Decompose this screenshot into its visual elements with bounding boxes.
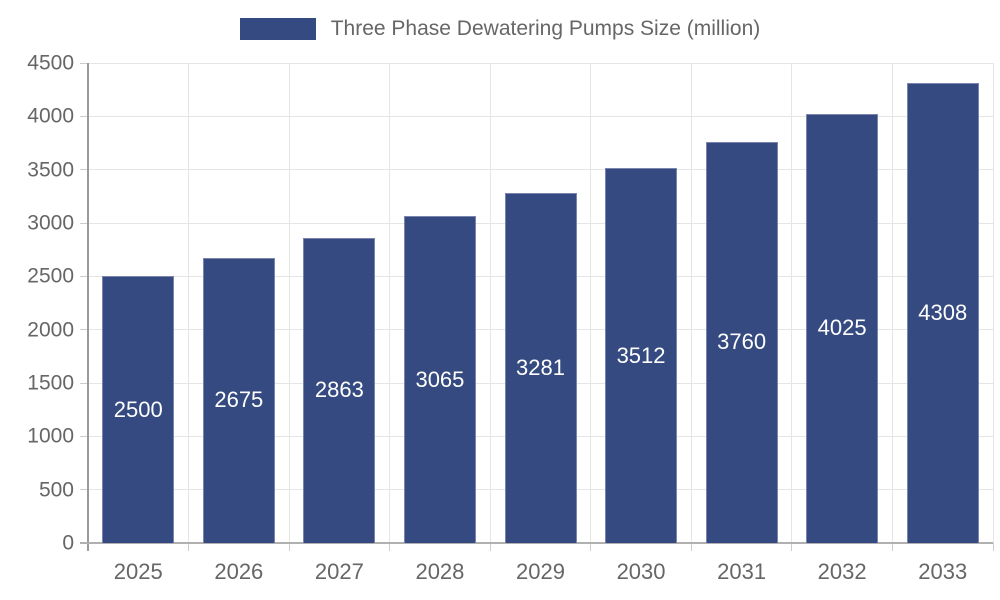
y-gridline	[88, 115, 993, 117]
x-gridline	[590, 63, 592, 543]
bar	[403, 216, 476, 543]
x-tick-label: 2027	[314, 559, 364, 584]
x-tick-mark	[590, 543, 592, 551]
x-tick-mark	[288, 543, 290, 551]
bar-value-label: 4025	[817, 315, 867, 341]
bar-value-label: 2675	[214, 387, 264, 413]
x-tick-label: 2025	[113, 559, 163, 584]
y-tick-label: 1500	[27, 371, 74, 395]
y-tick-label: 4500	[27, 51, 74, 75]
x-tick-mark	[690, 543, 692, 551]
bar-value-label: 3760	[717, 329, 767, 355]
x-tick-mark	[891, 543, 893, 551]
bar	[806, 113, 879, 543]
y-tick-label: 3500	[27, 158, 74, 182]
y-tick-mark	[80, 169, 88, 171]
y-tick-mark	[80, 62, 88, 64]
x-gridline	[288, 63, 290, 543]
y-tick-label: 0	[62, 531, 74, 555]
x-tick-mark	[791, 543, 793, 551]
x-tick-label: 2031	[717, 559, 767, 584]
x-tick-mark	[992, 543, 994, 551]
y-gridline	[88, 62, 993, 64]
bar-value-label: 2500	[113, 396, 163, 422]
bar-value-label: 3281	[516, 355, 565, 380]
x-gridline	[188, 63, 190, 543]
bar	[504, 193, 577, 543]
y-tick-label: 500	[38, 478, 74, 502]
bar	[705, 141, 778, 543]
bar-value-label: 2863	[314, 377, 364, 403]
x-tick-label: 2030	[616, 559, 666, 584]
bar	[605, 168, 678, 543]
y-tick-label: 4000	[27, 104, 74, 128]
y-tick-mark	[80, 435, 88, 437]
x-gridline	[389, 63, 391, 543]
x-gridline	[891, 63, 893, 543]
bar-value-label: 4308	[918, 300, 968, 326]
bar	[202, 257, 275, 543]
y-tick-mark	[80, 115, 88, 117]
y-tick-mark	[80, 382, 88, 384]
x-gridline	[489, 63, 491, 543]
bar	[906, 83, 979, 543]
y-gridline	[88, 169, 993, 171]
x-tick-label: 2029	[516, 559, 565, 584]
bar	[102, 276, 175, 543]
bar	[303, 237, 376, 543]
x-tick-label: 2028	[415, 559, 465, 584]
x-gridline	[992, 63, 994, 543]
y-tick-label: 3000	[27, 211, 74, 235]
x-tick-label: 2032	[817, 559, 867, 584]
y-tick-label: 2000	[27, 318, 74, 342]
x-gridline	[690, 63, 692, 543]
y-tick-label: 1000	[27, 424, 74, 448]
y-tick-mark	[80, 329, 88, 331]
legend-item[interactable]: Three Phase Dewatering Pumps Size (milli…	[0, 14, 1000, 44]
bar-value-label: 3512	[616, 342, 666, 368]
x-tick-label: 2026	[214, 559, 264, 584]
legend-swatch	[239, 18, 316, 40]
y-tick-mark	[80, 489, 88, 491]
x-tick-mark	[188, 543, 190, 551]
y-tick-mark	[80, 275, 88, 277]
x-tick-mark	[389, 543, 391, 551]
y-tick-label: 2500	[27, 264, 74, 288]
x-tick-label: 2033	[918, 559, 968, 584]
bar-value-label: 3065	[415, 366, 465, 392]
legend-label: Three Phase Dewatering Pumps Size (milli…	[330, 17, 761, 40]
x-gridline	[791, 63, 793, 543]
y-axis-line	[87, 63, 89, 551]
x-tick-mark	[489, 543, 491, 551]
y-tick-mark	[80, 222, 88, 224]
